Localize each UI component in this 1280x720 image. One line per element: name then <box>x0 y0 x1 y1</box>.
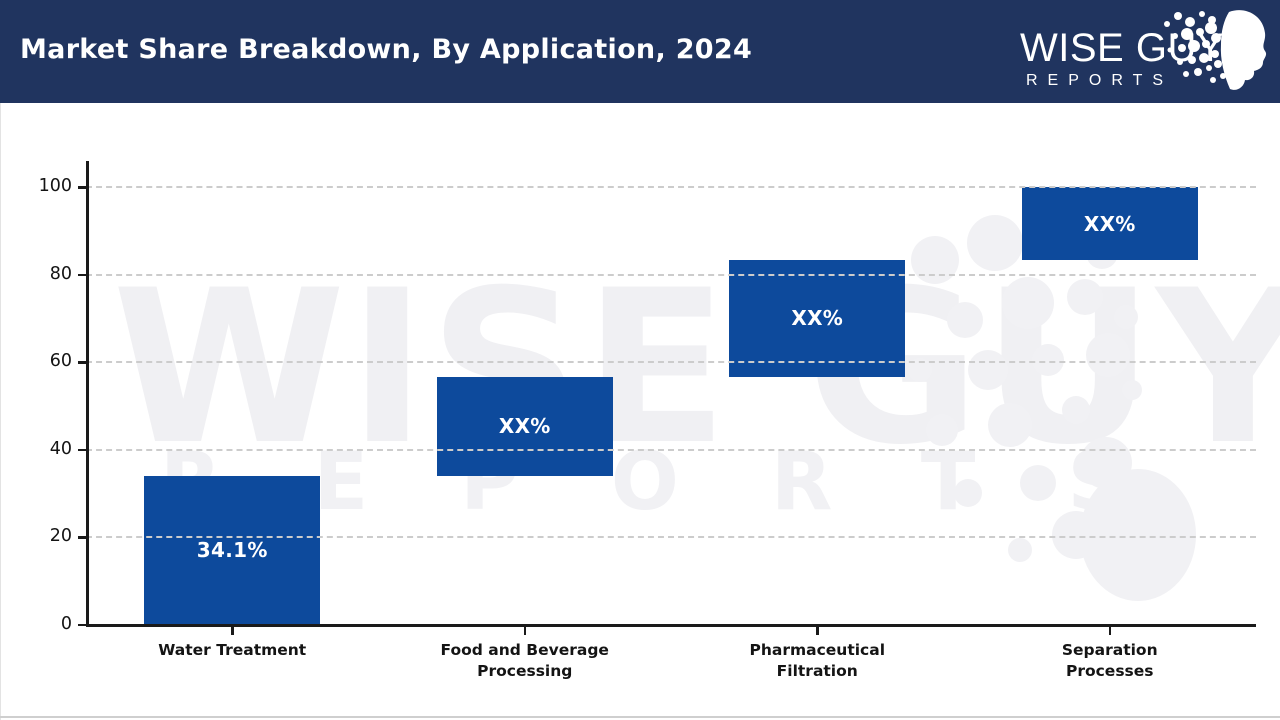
bar-value-label-food-and-beverage-processing: XX% <box>498 414 551 439</box>
bar-value-label-separation-processes: XX% <box>1083 211 1136 236</box>
x-category-label-line: Processing <box>477 662 573 680</box>
logo-face-icon <box>1220 10 1267 90</box>
x-category-label-line: Pharmaceutical <box>749 641 886 659</box>
x-category-label-pharmaceutical-filtration: Pharmaceutical Filtration <box>682 640 952 682</box>
y-tick-mark-0 <box>78 623 86 627</box>
bar-value-label-water-treatment: 34.1% <box>196 538 268 563</box>
bar-food-and-beverage-processing: XX% <box>436 376 613 476</box>
bar-water-treatment: 34.1% <box>144 475 321 625</box>
x-tick-mark-food-and-beverage-processing <box>523 627 526 635</box>
x-tick-mark-water-treatment <box>231 627 234 635</box>
waterfall-chart: 0 20 40 60 80 100 34.1% Water Treatment XX% Food … <box>0 103 1280 720</box>
gridline-y20 <box>86 536 1256 539</box>
header-bar: Market Share Breakdown, By Application, … <box>0 0 1280 103</box>
y-tick-label-0: 0 <box>60 614 72 634</box>
x-category-label-line: Processes <box>1065 662 1154 680</box>
y-tick-label-80: 80 <box>49 263 72 284</box>
wise-guy-logo-icon: WISE GUY REPORTS <box>1020 10 1267 90</box>
gridline-y80 <box>86 273 1256 276</box>
x-category-label-line: Filtration <box>776 662 858 680</box>
logo-wordmark: WISE GUY <box>1020 26 1224 70</box>
gridline-y100 <box>86 186 1256 189</box>
bar-separation-processes: XX% <box>1021 187 1198 260</box>
y-tick-label-100: 100 <box>38 176 72 197</box>
page-bottom-border <box>0 716 1280 718</box>
x-axis-line <box>86 624 1256 627</box>
x-category-label-separation-processes: Separation Processes <box>975 640 1245 682</box>
bar-value-label-pharmaceutical-filtration: XX% <box>791 306 844 331</box>
x-category-label-food-and-beverage-processing: Food and Beverage Processing <box>390 640 660 682</box>
y-tick-label-40: 40 <box>49 438 72 459</box>
bar-pharmaceutical-filtration: XX% <box>729 259 906 377</box>
gridline-y40 <box>86 448 1256 451</box>
x-category-label-water-treatment: Water Treatment <box>97 640 367 661</box>
y-tick-mark-20 <box>78 536 86 539</box>
y-tick-mark-60 <box>78 361 86 364</box>
page-left-border <box>0 103 1 720</box>
y-tick-label-60: 60 <box>49 351 72 372</box>
brand-logo: WISE GUY REPORTS <box>1012 4 1272 98</box>
x-category-label-line: Food and Beverage <box>440 641 609 659</box>
logo-subtitle: REPORTS <box>1026 72 1173 89</box>
y-tick-mark-40 <box>78 448 86 452</box>
gridline-y60 <box>86 361 1256 364</box>
x-category-label-line: Water Treatment <box>158 641 307 659</box>
y-tick-mark-80 <box>78 273 86 277</box>
y-axis-line <box>86 161 89 627</box>
y-tick-label-20: 20 <box>49 526 72 547</box>
page-title: Market Share Breakdown, By Application, … <box>20 34 753 65</box>
y-tick-mark-100 <box>78 186 86 189</box>
x-category-label-line: Separation <box>1061 641 1158 659</box>
x-tick-mark-separation-processes <box>1108 627 1111 635</box>
x-tick-mark-pharmaceutical-filtration <box>816 627 819 635</box>
